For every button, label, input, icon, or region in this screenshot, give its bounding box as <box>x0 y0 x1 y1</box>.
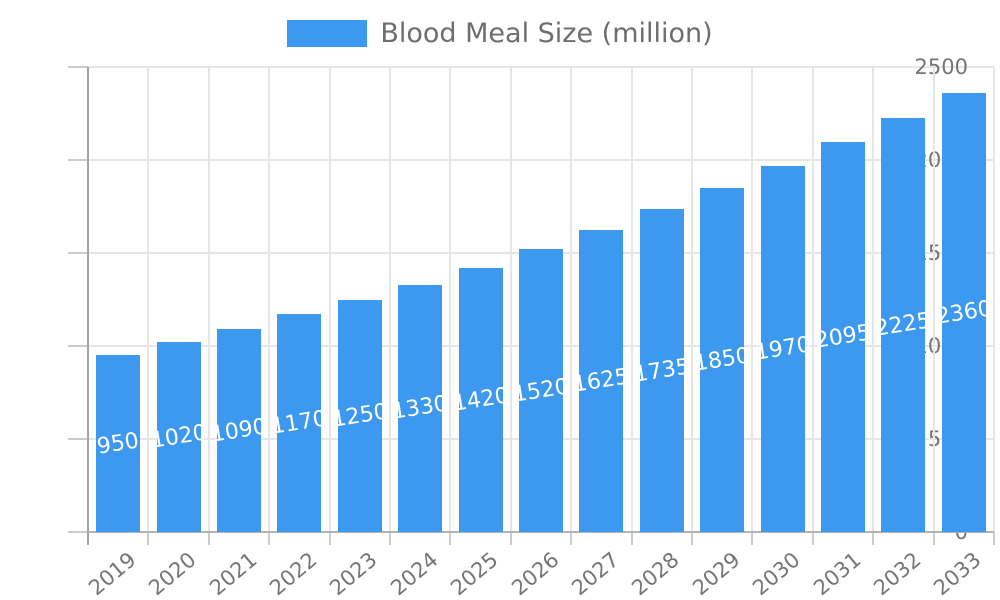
bar-value-label: 1420 <box>450 383 511 417</box>
x-gridline <box>328 67 331 532</box>
bar-value-label: 1330 <box>390 391 450 426</box>
x-tick-mark <box>268 532 271 545</box>
x-gridline <box>751 67 754 532</box>
bar-2031: 2095 <box>813 142 873 532</box>
x-gridline <box>872 67 875 532</box>
x-axis-tick-label: 2020 <box>144 547 201 600</box>
x-axis-tick-label: 2021 <box>204 547 262 600</box>
y-axis-tick-label: 2500 <box>914 54 968 79</box>
bar-value-label: 2095 <box>813 320 873 354</box>
x-tick-mark <box>207 532 210 545</box>
x-gridline <box>993 67 995 532</box>
bar-2030: 1970 <box>753 165 812 532</box>
x-tick-mark <box>811 532 814 545</box>
bar-value-label: 1970 <box>752 332 813 366</box>
bar-2032: 2225 <box>874 118 933 532</box>
bar-value-label: 1735 <box>632 353 692 388</box>
bar-2029: 1850 <box>693 187 752 532</box>
x-tick-mark <box>147 532 150 545</box>
bar-value-label: 2360 <box>934 295 994 330</box>
y-tick-mark <box>68 531 88 533</box>
bar-value-label: 1020 <box>148 420 209 454</box>
x-gridline <box>449 67 452 532</box>
y-tick-mark <box>68 345 88 347</box>
bar-value-label: 1520 <box>511 373 571 408</box>
bar-value-label: 2225 <box>873 308 934 342</box>
x-tick-mark <box>993 532 995 545</box>
x-axis-tick-label: 2031 <box>808 547 866 600</box>
bar-2027: 1625 <box>572 229 631 532</box>
x-axis-tick-label: 2030 <box>748 547 805 600</box>
plot-area: 0500100015002000250095020191020202010902… <box>68 56 995 600</box>
y-gridline <box>88 66 994 68</box>
legend-label: Blood Meal Size (million) <box>380 18 713 49</box>
bar-2033: 2360 <box>934 93 993 532</box>
bar-value-label: 1090 <box>209 413 269 448</box>
y-axis-line <box>87 67 89 545</box>
x-gridline <box>570 67 573 532</box>
bar-2021: 1090 <box>209 329 269 532</box>
x-tick-mark <box>751 532 754 545</box>
y-tick-mark <box>68 252 88 254</box>
x-axis-tick-label: 2033 <box>929 547 986 600</box>
x-axis-tick-label: 2032 <box>869 547 926 600</box>
x-gridline <box>147 67 150 532</box>
bar-2023: 1250 <box>330 299 389 532</box>
x-axis-tick-label: 2028 <box>627 547 684 600</box>
y-tick-mark <box>68 159 88 161</box>
bar-value-label: 950 <box>95 428 141 460</box>
bar-2022: 1170 <box>270 314 329 532</box>
x-axis-tick-label: 2027 <box>567 547 624 600</box>
bar-2024: 1330 <box>391 284 450 532</box>
bar-2028: 1735 <box>632 209 691 532</box>
x-gridline <box>630 67 633 532</box>
bar-2019: 950 <box>95 355 141 532</box>
x-axis-tick-label: 2023 <box>325 547 382 600</box>
y-tick-mark <box>68 66 88 68</box>
x-tick-mark <box>691 532 693 545</box>
x-gridline <box>509 67 512 532</box>
x-axis-tick-label: 2025 <box>446 547 503 600</box>
x-axis-tick-label: 2029 <box>687 547 745 600</box>
x-axis-line <box>88 531 994 533</box>
x-axis-tick-label: 2019 <box>83 547 141 600</box>
x-gridline <box>207 67 210 532</box>
y-gridline <box>88 159 994 161</box>
y-tick-mark <box>68 438 88 440</box>
x-gridline <box>691 67 693 532</box>
x-tick-mark <box>872 532 875 545</box>
x-tick-mark <box>328 532 331 545</box>
x-gridline <box>811 67 814 532</box>
legend: Blood Meal Size (million) <box>0 20 1000 47</box>
x-tick-mark <box>389 532 391 545</box>
x-tick-mark <box>449 532 452 545</box>
bar-2020: 1020 <box>149 342 208 532</box>
bar-2025: 1420 <box>451 267 510 532</box>
x-axis-tick-label: 2022 <box>265 547 322 600</box>
x-tick-mark <box>509 532 512 545</box>
x-tick-mark <box>570 532 573 545</box>
x-axis-tick-label: 2024 <box>385 547 443 600</box>
legend-swatch <box>287 20 368 47</box>
x-gridline <box>268 67 271 532</box>
bar-2026: 1520 <box>511 249 571 532</box>
x-gridline <box>932 67 935 532</box>
x-tick-mark <box>630 532 633 545</box>
bar-value-label: 1250 <box>330 399 390 433</box>
x-gridline <box>389 67 391 532</box>
bar-value-label: 1625 <box>571 364 632 398</box>
bar-value-label: 1170 <box>269 406 330 440</box>
x-tick-mark <box>932 532 935 545</box>
bar-value-label: 1850 <box>692 343 752 377</box>
x-axis-tick-label: 2026 <box>506 547 564 600</box>
